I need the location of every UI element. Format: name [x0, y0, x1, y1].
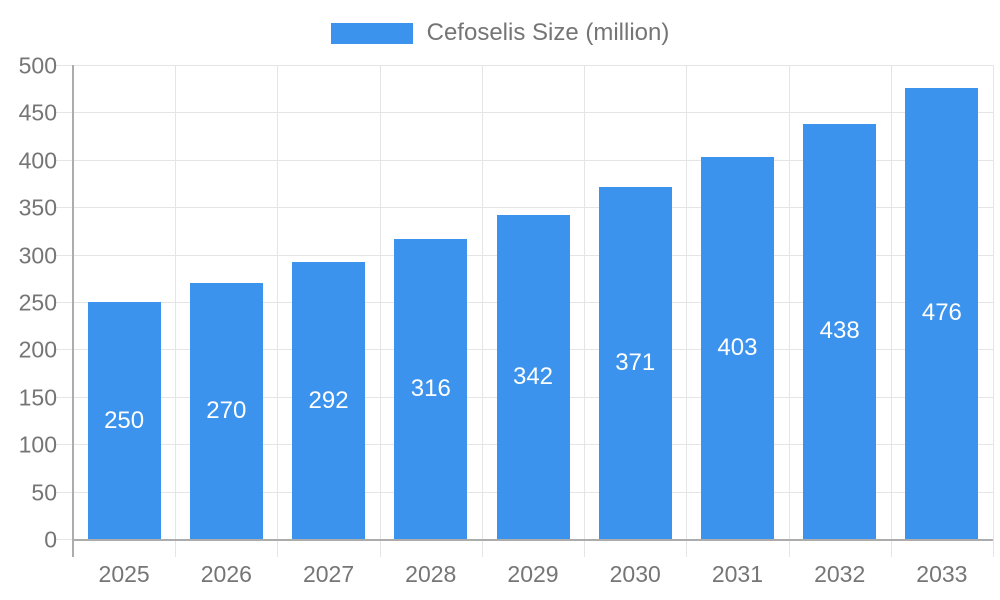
bar-value-label: 371 — [615, 349, 656, 377]
bar[interactable] — [189, 283, 263, 539]
bar[interactable] — [496, 214, 570, 539]
bar-value-label: 292 — [308, 386, 349, 414]
gridline — [584, 65, 586, 557]
bar[interactable] — [394, 239, 468, 539]
bar-value-label: 476 — [921, 299, 962, 327]
bar[interactable] — [87, 302, 161, 539]
gridline — [55, 159, 993, 161]
y-axis-label: 350 — [18, 194, 57, 221]
gridline — [993, 65, 994, 557]
gridline — [481, 65, 483, 557]
y-axis-line — [72, 65, 74, 557]
bar[interactable] — [905, 87, 979, 539]
x-axis-label: 2032 — [814, 561, 866, 587]
gridline — [277, 65, 279, 557]
axis-tick — [55, 539, 73, 540]
x-axis-label: 2025 — [98, 561, 150, 587]
bar-value-label: 342 — [512, 362, 554, 390]
bar-value-label: 438 — [819, 317, 860, 345]
x-axis-label: 2029 — [507, 561, 559, 587]
x-axis-label: 2026 — [200, 561, 252, 587]
y-axis-label: 450 — [18, 99, 57, 126]
legend-label: Cefoselis Size (million) — [426, 19, 670, 46]
bar[interactable] — [292, 262, 366, 539]
gridline — [686, 65, 688, 557]
x-axis-label: 2030 — [609, 561, 661, 587]
y-axis-label: 100 — [18, 431, 57, 458]
x-axis-label: 2031 — [711, 561, 764, 587]
y-axis-label: 300 — [18, 242, 57, 269]
y-axis-label: 200 — [18, 336, 57, 363]
x-axis-label: 2033 — [916, 561, 968, 587]
gridline — [890, 65, 892, 557]
bar[interactable] — [803, 123, 877, 539]
bar-value-label: 403 — [717, 333, 758, 361]
gridline — [55, 65, 993, 66]
y-axis-label: 150 — [18, 384, 57, 411]
y-axis-label: 400 — [18, 147, 57, 174]
bar-value-label: 250 — [104, 406, 145, 434]
x-axis-line — [73, 539, 993, 541]
gridline — [788, 65, 790, 557]
gridline — [55, 112, 993, 114]
gridline — [379, 65, 381, 557]
x-axis-label: 2027 — [302, 561, 355, 587]
bar[interactable] — [700, 156, 774, 539]
y-axis-label: 0 — [44, 526, 57, 553]
legend-swatch — [330, 22, 413, 44]
y-axis-label: 250 — [18, 289, 57, 316]
legend[interactable]: Cefoselis Size (million) — [0, 18, 1000, 48]
gridline — [55, 207, 993, 209]
bar[interactable] — [598, 187, 672, 539]
x-axis-label: 2028 — [405, 561, 457, 587]
y-axis-label: 50 — [31, 479, 57, 506]
gridline — [175, 65, 177, 557]
bar-value-label: 316 — [410, 375, 451, 403]
bar-value-label: 270 — [206, 397, 247, 425]
y-axis-label: 500 — [18, 52, 57, 79]
